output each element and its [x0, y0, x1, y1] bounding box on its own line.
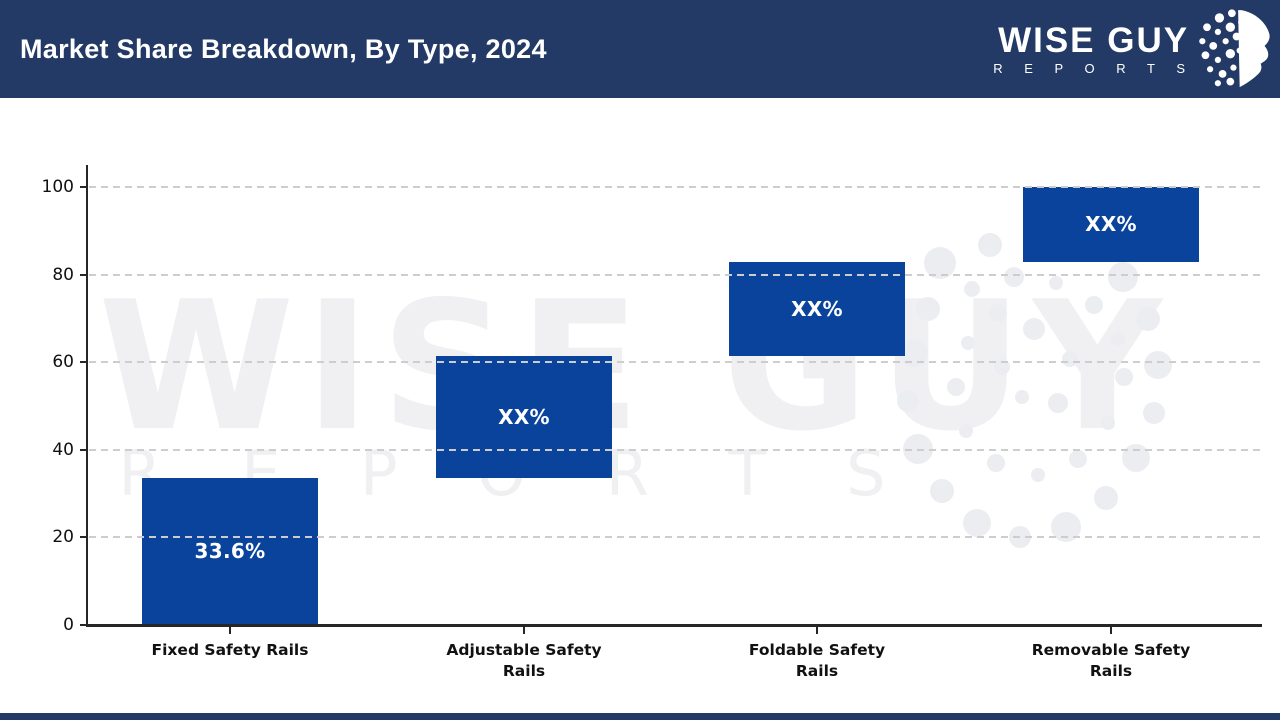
- y-tick-mark-20: [80, 536, 88, 539]
- y-tick-label-80: 80: [52, 264, 74, 285]
- y-tick-label-60: 60: [52, 352, 74, 373]
- bar-value-label: XX%: [498, 404, 550, 429]
- y-tick-label-0: 0: [63, 615, 74, 635]
- x-tick-mark-3: [816, 627, 818, 634]
- page-title: Market Share Breakdown, By Type, 2024: [20, 33, 547, 64]
- bar-4: XX%: [1023, 187, 1199, 262]
- y-tick-mark-40: [80, 448, 88, 451]
- logo-text: WISE GUY R E P O R T S: [993, 23, 1194, 76]
- y-tick-mark-60: [80, 361, 88, 364]
- bar-1: 33.6%: [142, 477, 318, 625]
- x-tick-mark-4: [1110, 627, 1112, 634]
- bar-value-label: 33.6%: [194, 539, 266, 564]
- x-tick-mark-2: [523, 627, 525, 634]
- category-label-2: Adjustable Safety Rails: [446, 641, 602, 680]
- bar-2: XX%: [436, 356, 612, 478]
- logo-wiseguy-text: WISE GUY: [998, 20, 1190, 60]
- y-tick-mark-100: [80, 186, 88, 188]
- category-label-1: Fixed Safety Rails: [151, 641, 309, 659]
- footer-bar: [0, 713, 1280, 720]
- y-tick-label-100: 100: [41, 177, 74, 197]
- bar-3: XX%: [729, 261, 905, 357]
- y-tick-label-40: 40: [52, 439, 74, 460]
- wise-guy-reports-logo: WISE GUY R E P O R T S: [993, 7, 1280, 91]
- gridline-100: [89, 186, 1262, 188]
- gridline-80: [89, 273, 1262, 276]
- y-tick-mark-80: [80, 273, 88, 276]
- category-label-3: Foldable Safety Rails: [748, 641, 886, 680]
- x-tick-mark-1: [229, 627, 231, 634]
- gridline-60: [89, 361, 1262, 364]
- y-tick-label-20: 20: [52, 527, 74, 548]
- x-axis-spine: [86, 624, 1262, 627]
- logo-dotted-head-icon: [1199, 9, 1270, 88]
- gridline-20: [89, 536, 1262, 539]
- y-tick-mark-0: [80, 624, 88, 626]
- bar-value-label: XX%: [1085, 212, 1137, 237]
- logo-reports-text: R E P O R T S: [993, 60, 1194, 76]
- header-bar: Market Share Breakdown, By Type, 2024 WI…: [0, 0, 1280, 98]
- category-label-4: Removable Safety Rails: [1031, 641, 1191, 680]
- y-axis-spine: [86, 165, 88, 627]
- gridline-40: [89, 448, 1262, 451]
- bar-value-label: XX%: [791, 296, 843, 321]
